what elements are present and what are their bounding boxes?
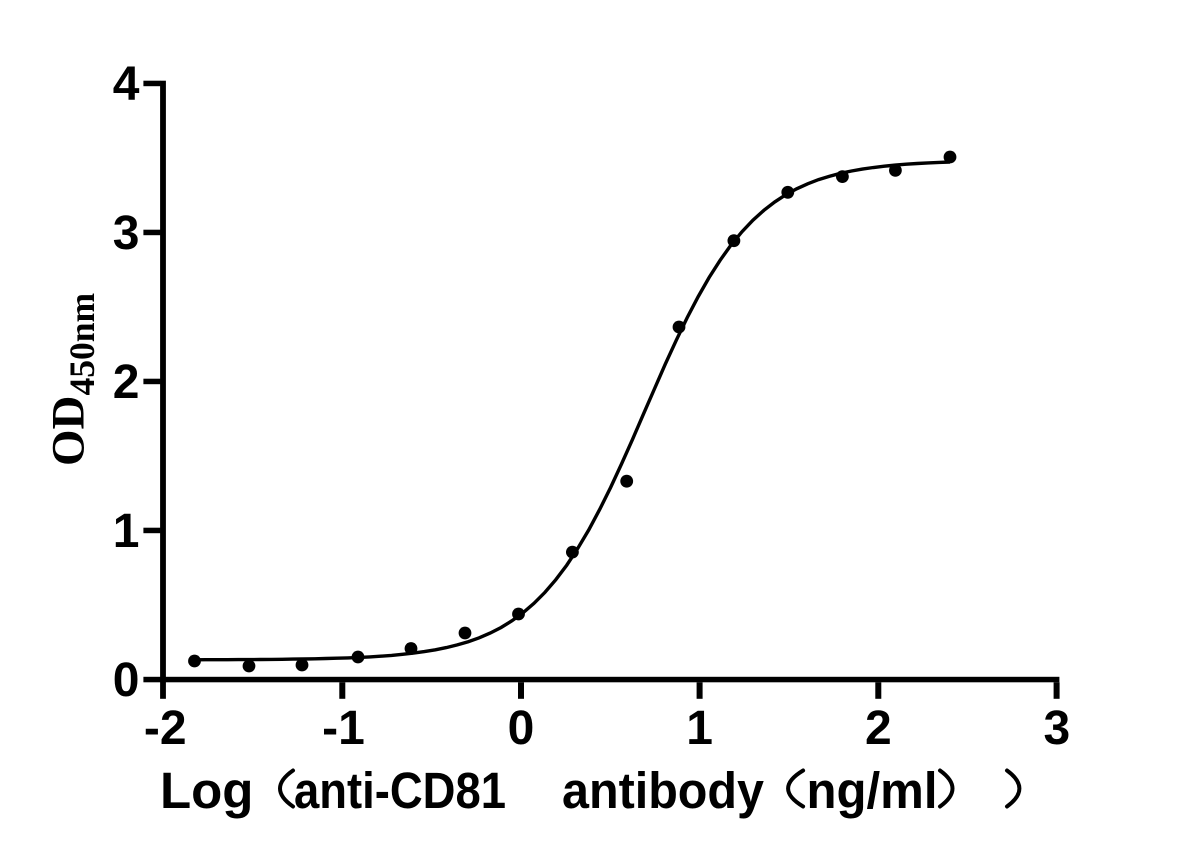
svg-text:3: 3: [1044, 702, 1071, 755]
svg-text:antibody: antibody: [562, 762, 765, 819]
svg-text:3: 3: [113, 207, 140, 260]
svg-text:anti-CD81: anti-CD81: [294, 762, 506, 819]
svg-text:1: 1: [113, 505, 140, 558]
svg-text:-2: -2: [144, 702, 187, 755]
svg-text:-1: -1: [322, 702, 365, 755]
svg-text:0: 0: [508, 702, 535, 755]
svg-text:OD450nm: OD450nm: [43, 293, 103, 466]
svg-text:1: 1: [686, 702, 713, 755]
svg-text:2: 2: [865, 702, 892, 755]
svg-text:ng/ml: ng/ml: [807, 762, 938, 819]
svg-text:2: 2: [113, 356, 140, 409]
svg-text:Log: Log: [160, 762, 253, 819]
svg-text:0: 0: [113, 654, 140, 707]
svg-text:4: 4: [113, 58, 140, 111]
